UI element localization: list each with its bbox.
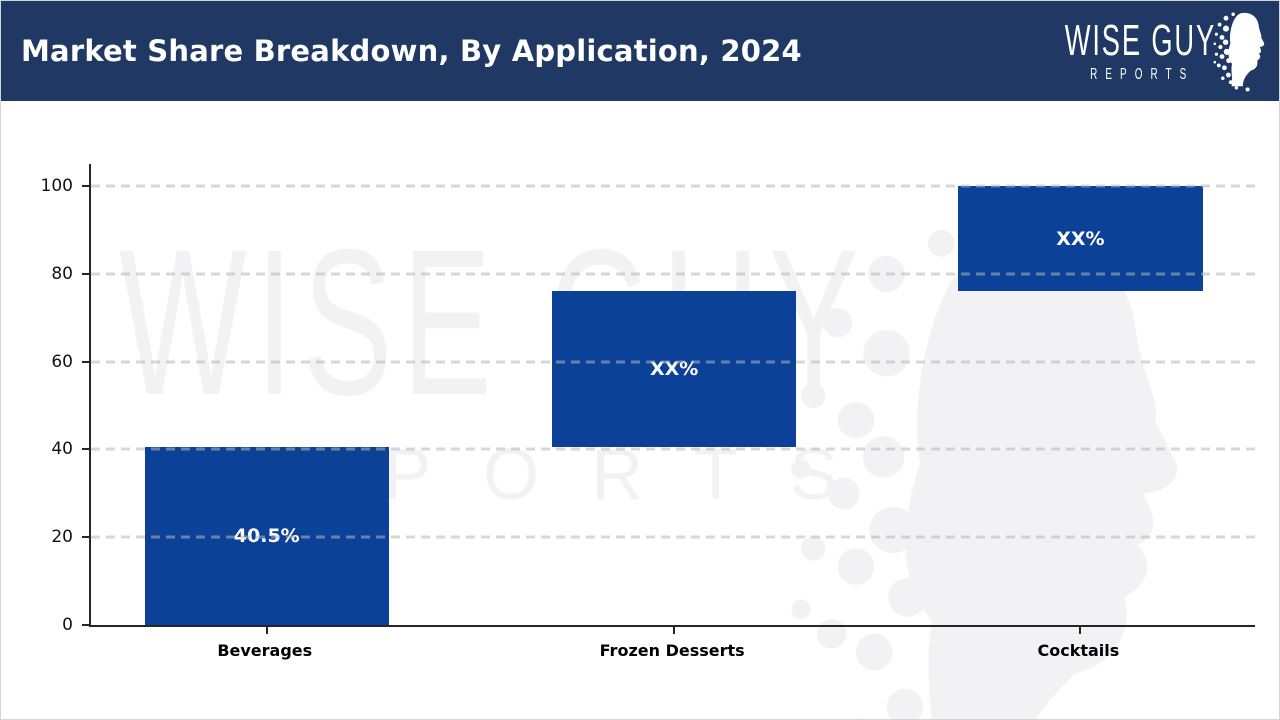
bar-value-label: XX% bbox=[649, 358, 699, 381]
x-axis-label: Frozen Desserts bbox=[599, 641, 745, 660]
y-tick-mark bbox=[82, 272, 89, 275]
x-tick-mark bbox=[673, 627, 676, 634]
y-tick-mark bbox=[82, 536, 89, 539]
bar-value-label: XX% bbox=[1056, 227, 1105, 250]
y-tick-mark bbox=[82, 448, 89, 451]
gridline-80 bbox=[91, 272, 1255, 276]
x-axis-label: Beverages bbox=[217, 641, 313, 660]
bar-frozen-desserts: XX% bbox=[551, 291, 797, 448]
logo-wordmark: WISE GUY bbox=[1064, 15, 1216, 65]
header: Market Share Breakdown, By Application, … bbox=[1, 1, 1279, 101]
y-tick-mark bbox=[82, 624, 89, 626]
x-tick-mark bbox=[265, 627, 268, 634]
chart-area: WISE GUY REPORTS 0 20 40 60 80 100 40.5% XX% XX… bbox=[1, 101, 1279, 719]
bar-cocktails: XX% bbox=[958, 185, 1203, 292]
brand-logo: WISE GUY REPORTS bbox=[972, 9, 1266, 93]
gridline-20 bbox=[91, 535, 1255, 539]
gridline-100 bbox=[91, 184, 1255, 188]
y-tick-mark bbox=[82, 184, 89, 187]
gridline-60 bbox=[91, 360, 1255, 364]
gridline-40 bbox=[91, 447, 1255, 451]
logo-face-icon bbox=[1213, 12, 1265, 92]
page-title: Market Share Breakdown, By Application, … bbox=[21, 34, 802, 68]
x-tick-mark bbox=[1079, 627, 1082, 634]
x-axis: Beverages Frozen Desserts Cocktails bbox=[89, 637, 1253, 667]
y-axis: 0 20 40 60 80 100 bbox=[40, 175, 73, 635]
y-tick-mark bbox=[82, 360, 89, 363]
logo-subtitle: REPORTS bbox=[1090, 65, 1195, 83]
plot-area: 40.5% XX% XX% bbox=[82, 164, 1255, 634]
x-axis-label: Cocktails bbox=[1037, 641, 1120, 660]
